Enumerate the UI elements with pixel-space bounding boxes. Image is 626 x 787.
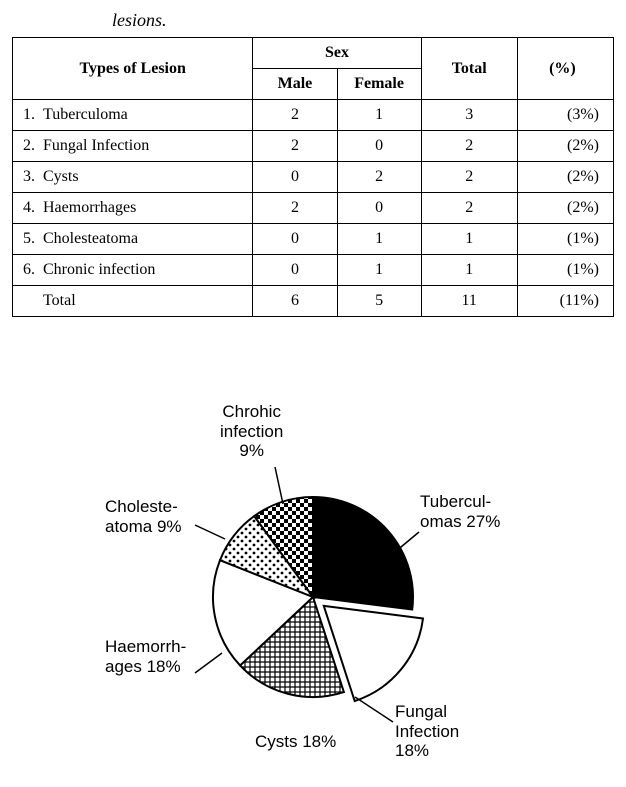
cell-male: 0 <box>253 224 337 255</box>
cell-male: 2 <box>253 131 337 162</box>
table-row: 3. Cysts022(2%) <box>13 162 614 193</box>
table-row: 2. Fungal Infection202(2%) <box>13 131 614 162</box>
cell-female: 0 <box>337 131 421 162</box>
cell-male: 2 <box>253 193 337 224</box>
table-row: 6. Chronic infection011(1%) <box>13 255 614 286</box>
cell-pct: (1%) <box>517 224 613 255</box>
cell-female: 1 <box>337 255 421 286</box>
th-sex: Sex <box>253 38 421 69</box>
cell-pct: (2%) <box>517 162 613 193</box>
cell-pct: (2%) <box>517 193 613 224</box>
pie-label: FungalInfection18% <box>395 702 459 761</box>
cell-total: 1 <box>421 224 517 255</box>
cell-pct: (3%) <box>517 100 613 131</box>
table-row: 5. Cholesteatoma011(1%) <box>13 224 614 255</box>
cell-pct: (1%) <box>517 255 613 286</box>
caption: lesions. <box>12 10 614 31</box>
leader-line <box>355 697 393 722</box>
table-footer: Total6511(11%) <box>13 286 614 317</box>
cell-total: 2 <box>421 162 517 193</box>
cell-label: 2. Fungal Infection <box>13 131 253 162</box>
pie-label: Chrohicinfection9% <box>220 402 283 461</box>
pie-label: Haemorrh-ages 18% <box>105 637 186 676</box>
table-row: 1. Tuberculoma213(3%) <box>13 100 614 131</box>
pie-chart: Tubercul-omas 27% FungalInfection18% Cysts… <box>0 347 626 787</box>
th-pct: (%) <box>517 38 613 100</box>
cell-male: 0 <box>253 162 337 193</box>
cell-male: 6 <box>253 286 337 317</box>
cell-total: 2 <box>421 131 517 162</box>
leader-line <box>195 653 222 673</box>
cell-label: 6. Chronic infection <box>13 255 253 286</box>
cell-total: 2 <box>421 193 517 224</box>
th-total: Total <box>421 38 517 100</box>
table-row: 4. Haemorrhages202(2%) <box>13 193 614 224</box>
cell-label: 5. Cholesteatoma <box>13 224 253 255</box>
pie-label: Choleste-atoma 9% <box>105 497 182 536</box>
pie-label: Tubercul-omas 27% <box>420 492 500 531</box>
th-types: Types of Lesion <box>13 38 253 100</box>
cell-total: 3 <box>421 100 517 131</box>
pie-slice-tuberculomas <box>313 497 413 610</box>
cell-female: 1 <box>337 100 421 131</box>
leader-line <box>195 525 225 539</box>
th-female: Female <box>337 69 421 100</box>
leader-line <box>275 467 283 504</box>
cell-female: 0 <box>337 193 421 224</box>
cell-label: 3. Cysts <box>13 162 253 193</box>
cell-label: Total <box>13 286 253 317</box>
cell-label: 4. Haemorrhages <box>13 193 253 224</box>
cell-female: 1 <box>337 224 421 255</box>
cell-male: 0 <box>253 255 337 286</box>
cell-total: 1 <box>421 255 517 286</box>
cell-pct: (2%) <box>517 131 613 162</box>
th-male: Male <box>253 69 337 100</box>
cell-male: 2 <box>253 100 337 131</box>
leader-line <box>395 532 419 552</box>
cell-label: 1. Tuberculoma <box>13 100 253 131</box>
cell-female: 2 <box>337 162 421 193</box>
cell-pct: (11%) <box>517 286 613 317</box>
cell-female: 5 <box>337 286 421 317</box>
lesion-table: Types of Lesion Sex Total (%) Male Femal… <box>12 37 614 317</box>
pie-label: Cysts 18% <box>255 732 336 752</box>
cell-total: 11 <box>421 286 517 317</box>
